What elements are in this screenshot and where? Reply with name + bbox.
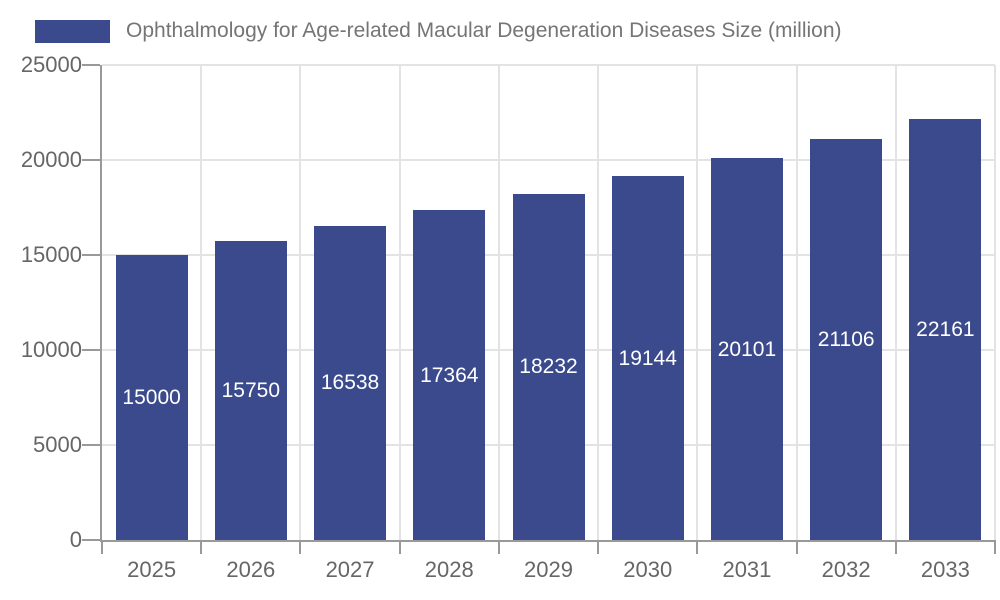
x-axis-tick bbox=[597, 540, 600, 554]
x-axis-tick-label: 2027 bbox=[325, 557, 375, 582]
y-axis-tick bbox=[82, 349, 100, 351]
x-axis-tick bbox=[200, 540, 203, 554]
bar-value-label: 16538 bbox=[320, 371, 380, 395]
bar-value-label: 22161 bbox=[916, 317, 975, 341]
gridline-vertical bbox=[994, 65, 996, 540]
x-axis-tick bbox=[894, 540, 897, 554]
y-axis-tick-label: 5000 bbox=[33, 432, 82, 457]
gridline-vertical bbox=[497, 65, 500, 540]
bar-value-label: 15750 bbox=[221, 378, 281, 402]
bar-2033: 22161 bbox=[909, 118, 982, 540]
bar-2032: 21106 bbox=[810, 139, 883, 540]
bar-value-label: 21106 bbox=[817, 328, 875, 351]
y-axis-tick bbox=[82, 159, 100, 161]
bar-2025: 15000 bbox=[115, 255, 188, 540]
gridline-horizontal bbox=[102, 64, 995, 66]
x-axis-tick bbox=[497, 540, 500, 554]
y-axis-tick bbox=[82, 254, 100, 256]
bar-2028: 17364 bbox=[413, 210, 486, 540]
bar-value-label: 20101 bbox=[717, 337, 777, 361]
legend-label: Ophthalmology for Age-related Macular De… bbox=[126, 19, 842, 42]
x-axis-tick-label: 2030 bbox=[623, 557, 673, 582]
gridline-vertical bbox=[795, 65, 798, 540]
legend-item[interactable]: Ophthalmology for Age-related Macular De… bbox=[35, 17, 842, 45]
bar-2027: 16538 bbox=[314, 225, 387, 540]
y-axis-tick-label: 20000 bbox=[20, 147, 82, 172]
y-axis-tick bbox=[82, 64, 100, 66]
gridline-vertical bbox=[894, 65, 897, 540]
gridline-vertical bbox=[200, 65, 203, 540]
gridline-vertical bbox=[299, 65, 302, 540]
bar-2026: 15750 bbox=[214, 240, 287, 540]
x-axis-tick-label: 2032 bbox=[821, 557, 871, 582]
bar-2030: 19144 bbox=[611, 176, 684, 540]
x-axis-tick-label: 2029 bbox=[524, 557, 573, 582]
x-axis-tick-label: 2033 bbox=[920, 557, 970, 582]
gridline-vertical bbox=[597, 65, 600, 540]
y-axis-tick-label: 15000 bbox=[20, 242, 82, 267]
x-axis-tick bbox=[994, 540, 996, 554]
gridline-vertical bbox=[696, 65, 699, 540]
legend-swatch-icon bbox=[35, 19, 110, 43]
y-axis-tick bbox=[82, 539, 100, 541]
x-axis-line bbox=[100, 540, 995, 542]
x-axis-tick-label: 2026 bbox=[226, 557, 276, 582]
y-axis-tick-label: 10000 bbox=[20, 337, 82, 362]
y-axis-tick-label: 25000 bbox=[20, 52, 82, 77]
bar-2031: 20101 bbox=[710, 158, 783, 540]
bar-value-label: 19144 bbox=[618, 346, 677, 370]
plot-area: 15000 15750 16538 17364 18232 19144 20101 21106… bbox=[82, 64, 996, 554]
gridline-horizontal bbox=[102, 159, 995, 161]
bar-value-label: 15000 bbox=[122, 386, 181, 409]
x-axis-tick bbox=[299, 540, 302, 554]
x-axis-tick-label: 2028 bbox=[424, 557, 474, 582]
y-axis-tick bbox=[82, 444, 100, 446]
x-axis-tick bbox=[398, 540, 401, 554]
bar-2029: 18232 bbox=[512, 193, 585, 540]
x-axis-tick-label: 2031 bbox=[722, 557, 772, 582]
bar-value-label: 18232 bbox=[519, 355, 578, 379]
x-axis-tick-label: 2025 bbox=[127, 557, 177, 582]
x-axis-tick bbox=[795, 540, 798, 554]
gridline-vertical bbox=[398, 65, 401, 540]
bar-value-label: 17364 bbox=[420, 363, 479, 387]
x-axis-tick bbox=[696, 540, 699, 554]
y-axis-tick-label: 0 bbox=[69, 527, 82, 552]
x-axis-tick bbox=[101, 540, 103, 554]
y-axis-line bbox=[100, 65, 102, 540]
